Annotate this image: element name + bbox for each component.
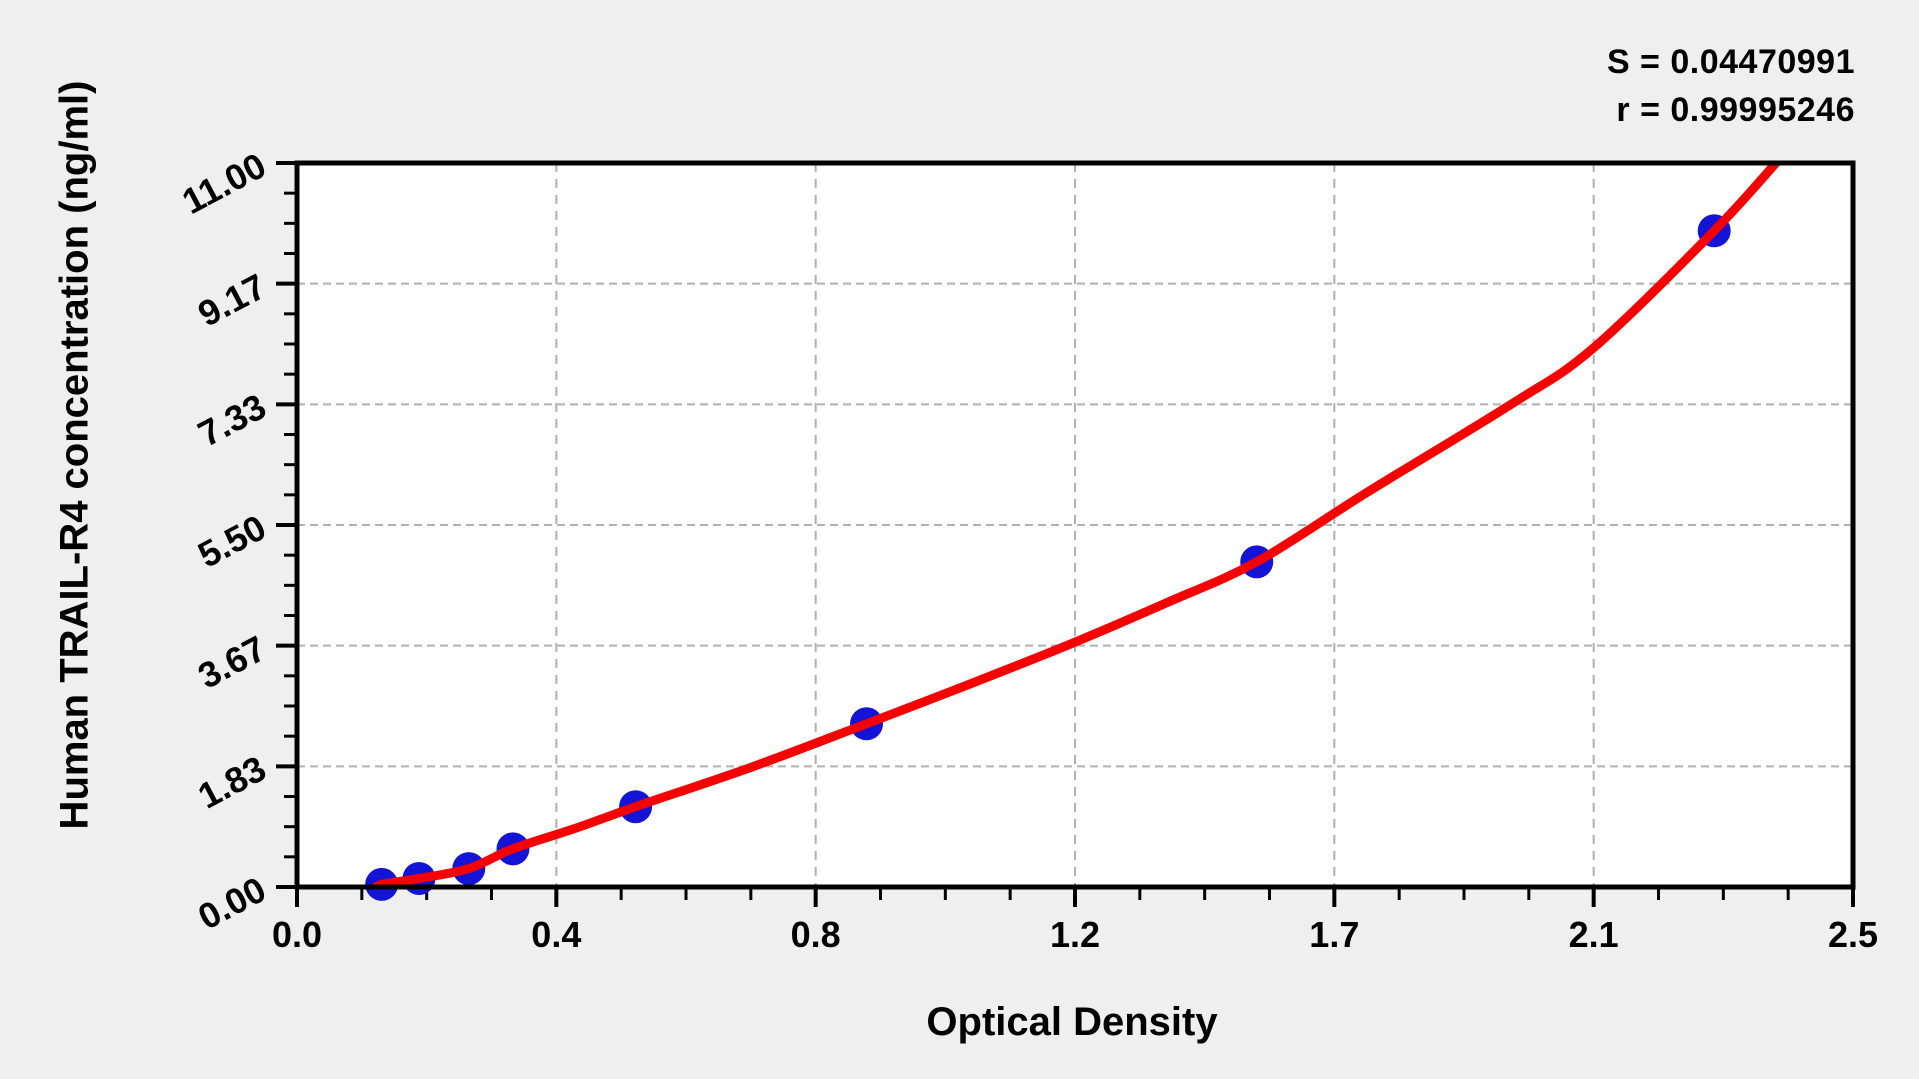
- x-tick-label: 0.8: [790, 914, 841, 955]
- x-tick-label: 2.5: [1827, 914, 1879, 955]
- x-axis-title: Optical Density: [926, 1000, 1218, 1044]
- fit-r-value: r = 0.99995246: [1616, 91, 1855, 129]
- x-tick-label: 1.7: [1309, 914, 1360, 955]
- plot-frame: [294, 160, 1856, 890]
- x-tick-label: 0.4: [531, 914, 582, 955]
- x-tick-label: 2.1: [1568, 914, 1619, 955]
- fitted-curve: [369, 163, 1782, 887]
- x-tick-label: 0.0: [271, 914, 323, 955]
- fit-statistics: S = 0.04470991 r = 0.99995246: [1607, 38, 1855, 134]
- x-tick-label: 1.2: [1049, 914, 1101, 955]
- fit-s-value: S = 0.04470991: [1606, 43, 1855, 81]
